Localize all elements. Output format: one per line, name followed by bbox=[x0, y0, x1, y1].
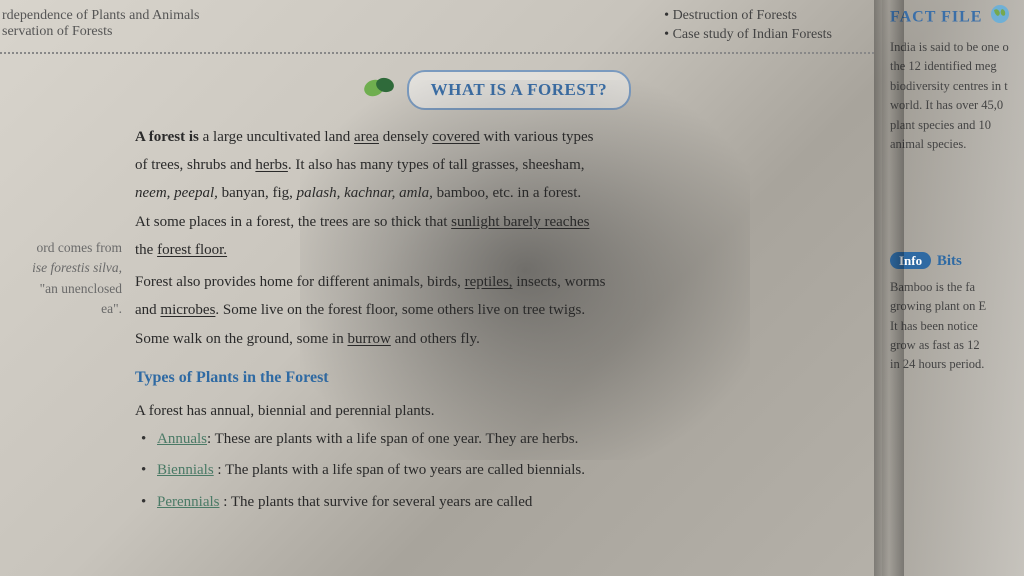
section-title-wrap: WHAT IS A FOREST? bbox=[135, 70, 859, 110]
underline-term: burrow bbox=[347, 331, 390, 347]
fact-line: animal species. bbox=[890, 135, 1018, 154]
underline-term: covered bbox=[432, 129, 479, 145]
toc-area: rdependence of Plants and Animals servat… bbox=[0, 0, 874, 46]
list-item: Biennials : The plants with a life span … bbox=[157, 457, 859, 483]
para-line: the forest floor. bbox=[135, 237, 859, 263]
underline-term: herbs bbox=[255, 157, 288, 173]
underline-term: area bbox=[354, 129, 379, 145]
info-bits-title: Info Bits bbox=[890, 250, 1018, 273]
para-line: Some walk on the ground, some in burrow … bbox=[135, 326, 859, 352]
subheading-types: Types of Plants in the Forest bbox=[135, 364, 859, 392]
lead-bold: A forest is bbox=[135, 129, 199, 145]
underline-term: reptiles, bbox=[465, 274, 513, 290]
info-bits-body: Bamboo is the fa growing plant on E It h… bbox=[890, 278, 1018, 375]
info-line: growing plant on E bbox=[890, 297, 1018, 316]
para-line: and microbes. Some live on the forest fl… bbox=[135, 297, 859, 323]
book-spine bbox=[874, 0, 904, 576]
toc-right-column: Destruction of Forests Case study of Ind… bbox=[664, 8, 862, 46]
note-line: ea". bbox=[0, 299, 122, 319]
toc-left-column: rdependence of Plants and Animals servat… bbox=[0, 8, 200, 46]
toc-left-item: rdependence of Plants and Animals bbox=[2, 8, 200, 24]
para-line: At some places in a forest, the trees ar… bbox=[135, 209, 859, 235]
note-line: "an unenclosed bbox=[0, 279, 122, 299]
term-biennials: Biennials bbox=[157, 462, 214, 478]
etymology-note: ord comes from ise forestis silva, "an u… bbox=[0, 238, 132, 319]
fact-line: the 12 identified meg bbox=[890, 57, 1018, 76]
leaf-icon bbox=[363, 74, 397, 109]
info-line: grow as fast as 12 bbox=[890, 336, 1018, 355]
para-line: neem, peepal, banyan, fig, palash, kachn… bbox=[135, 180, 859, 206]
section-title: WHAT IS A FOREST? bbox=[407, 70, 632, 110]
plant-types-list: Annuals: These are plants with a life sp… bbox=[135, 426, 859, 515]
para-line: A forest is a large uncultivated land ar… bbox=[135, 124, 859, 150]
fact-file-title: FACT FILE bbox=[890, 4, 1018, 32]
term-perennials: Perennials bbox=[157, 494, 219, 510]
list-item: Annuals: These are plants with a life sp… bbox=[157, 426, 859, 452]
toc-right-item: Destruction of Forests bbox=[664, 8, 832, 24]
info-bits-word: Bits bbox=[937, 253, 962, 269]
underline-term: microbes bbox=[160, 302, 215, 318]
underline-term: forest floor. bbox=[157, 242, 227, 258]
globe-icon bbox=[990, 4, 1010, 32]
list-item: Perennials : The plants that survive for… bbox=[157, 489, 859, 515]
fact-line: India is said to be one o bbox=[890, 38, 1018, 57]
info-line: in 24 hours period. bbox=[890, 355, 1018, 374]
dotted-divider bbox=[0, 52, 874, 54]
types-intro: A forest has annual, biennial and perenn… bbox=[135, 398, 859, 424]
term-annuals: Annuals bbox=[157, 431, 207, 447]
fact-file-body: India is said to be one o the 12 identif… bbox=[890, 38, 1018, 154]
fact-line: biodiversity centres in t bbox=[890, 77, 1018, 96]
para-line: of trees, shrubs and herbs. It also has … bbox=[135, 152, 859, 178]
fact-line: world. It has over 45,0 bbox=[890, 96, 1018, 115]
toc-left-item: servation of Forests bbox=[2, 24, 200, 40]
para-line: Forest also provides home for different … bbox=[135, 269, 859, 295]
fact-line: plant species and 10 bbox=[890, 116, 1018, 135]
underline-term: sunlight barely reaches bbox=[451, 214, 589, 230]
main-content: WHAT IS A FOREST? A forest is a large un… bbox=[135, 70, 859, 520]
toc-right-item: Case study of Indian Forests bbox=[664, 27, 832, 43]
info-line: It has been notice bbox=[890, 317, 1018, 336]
note-line: ise forestis silva, bbox=[0, 258, 122, 278]
note-line: ord comes from bbox=[0, 238, 122, 258]
info-line: Bamboo is the fa bbox=[890, 278, 1018, 297]
